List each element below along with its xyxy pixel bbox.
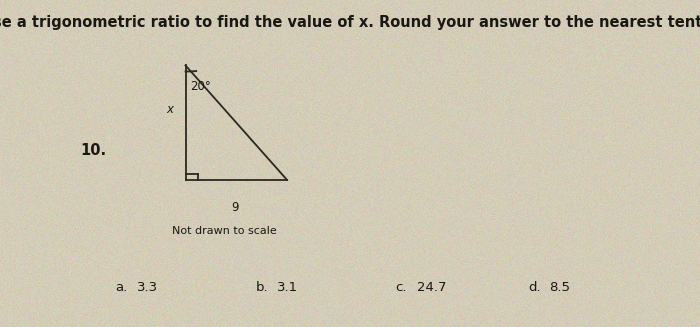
Text: 20°: 20° [190,80,211,93]
Text: a.: a. [116,281,127,294]
Text: 8.5: 8.5 [550,281,570,294]
Text: 24.7: 24.7 [416,281,446,294]
Text: b.: b. [256,281,268,294]
Text: 3.3: 3.3 [136,281,158,294]
Text: 3.1: 3.1 [276,281,298,294]
Text: d.: d. [528,281,541,294]
Text: Not drawn to scale: Not drawn to scale [172,226,276,235]
Text: 9: 9 [231,201,238,214]
Text: c.: c. [395,281,407,294]
Text: x: x [167,103,174,116]
Text: Use a trigonometric ratio to find the value of x. Round your answer to the neare: Use a trigonometric ratio to find the va… [0,15,700,30]
Text: 10.: 10. [80,143,106,158]
